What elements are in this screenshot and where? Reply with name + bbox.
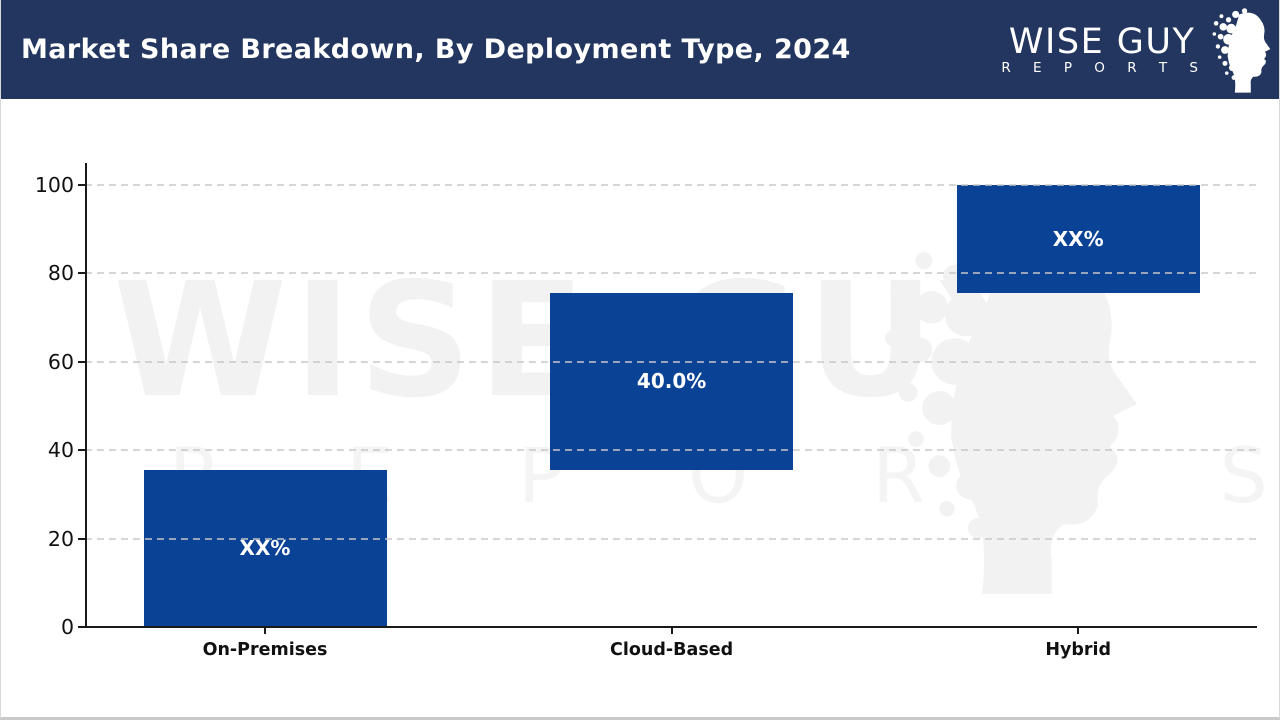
x-axis-line <box>85 626 1257 628</box>
y-tick-mark-20 <box>78 537 85 540</box>
bar-on-premises <box>143 469 387 627</box>
logo-face-icon <box>1212 8 1271 93</box>
bar-cloud-based <box>550 292 794 470</box>
y-tick-mark-100 <box>78 183 85 186</box>
gridline-y-40 <box>85 449 1257 451</box>
page-title: Market Share Breakdown, By Deployment Ty… <box>21 34 851 65</box>
bar-value-label: 40.0% <box>636 369 707 394</box>
y-tick-mark-40 <box>78 449 85 451</box>
y-tick-label: 80 <box>47 261 74 285</box>
wiseguy-logo: WISE GUY R E P O R T S <box>997 6 1273 94</box>
y-tick-label: 0 <box>60 615 74 639</box>
gridline-y-20 <box>85 537 1257 540</box>
gridline-y-100 <box>85 183 1257 186</box>
y-tick-mark-0 <box>78 626 85 628</box>
x-tick-label: Hybrid <box>1045 640 1112 660</box>
logo-secondary-text: R E P O R T S <box>1001 60 1207 77</box>
logo-primary-text: WISE GUY <box>1008 21 1196 62</box>
y-tick-label: 40 <box>47 438 74 462</box>
bar-value-label: XX% <box>239 536 291 561</box>
y-tick-mark-80 <box>78 272 85 274</box>
y-tick-label: 20 <box>47 526 74 551</box>
gridline-y-80 <box>85 272 1257 274</box>
bar-value-label: XX% <box>1052 226 1104 251</box>
y-tick-mark-60 <box>78 360 85 363</box>
x-tick-label: Cloud-Based <box>610 640 734 660</box>
gridline-y-60 <box>85 360 1257 363</box>
x-tick-mark-3 <box>1077 628 1080 634</box>
y-axis-line <box>85 163 87 628</box>
logo-text: WISE GUY R E P O R T S <box>997 21 1207 77</box>
bar-hybrid <box>956 184 1200 293</box>
y-tick-label: 60 <box>47 349 74 374</box>
x-tick-mark-1 <box>264 628 266 634</box>
header-bar: Market Share Breakdown, By Deployment Ty… <box>1 0 1279 99</box>
x-tick-mark-2 <box>670 628 673 634</box>
x-tick-label: On-Premises <box>202 640 328 660</box>
y-tick-label: 100 <box>34 172 74 197</box>
